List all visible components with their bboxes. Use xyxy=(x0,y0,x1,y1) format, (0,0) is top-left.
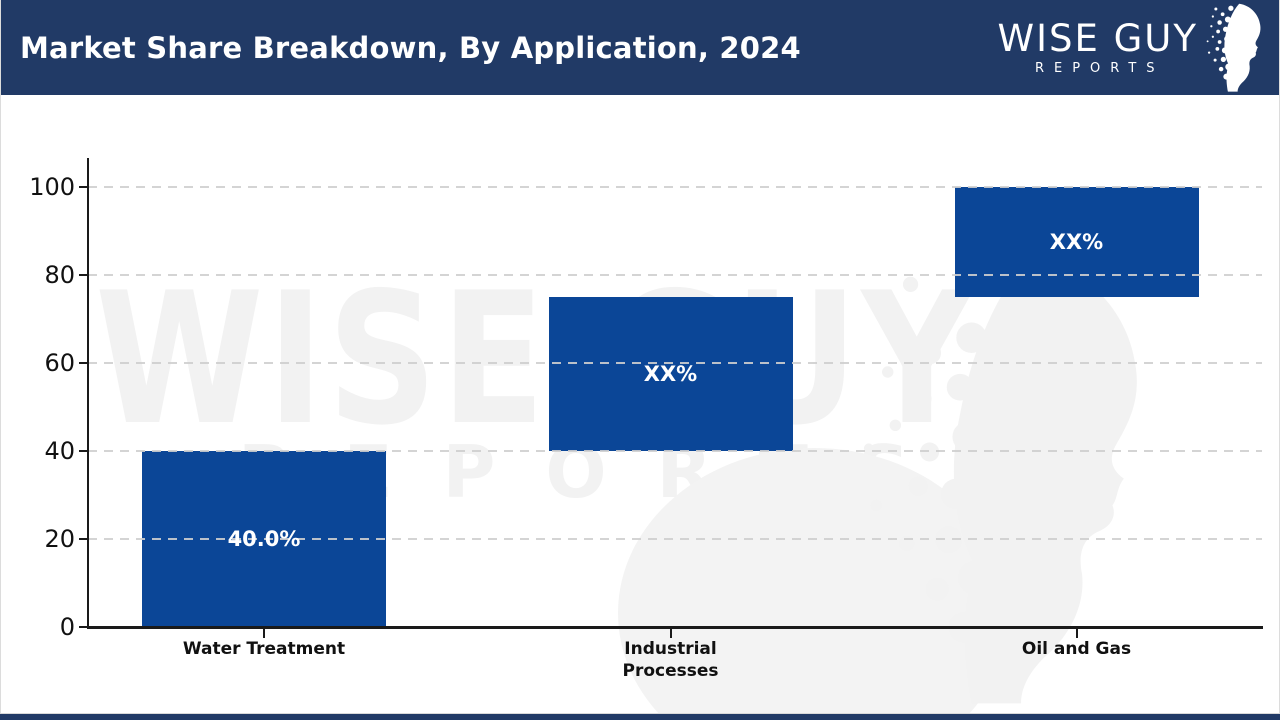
y-axis-tick-label: 40 xyxy=(44,437,75,465)
wise-guy-logo: WISE GUY REPORTS xyxy=(998,0,1268,95)
bar xyxy=(548,297,793,451)
y-axis-tick-label: 60 xyxy=(44,349,75,377)
bar-value-label: XX% xyxy=(1049,230,1104,254)
page-title: Market Share Breakdown, By Application, … xyxy=(20,30,801,65)
gridline xyxy=(88,274,1262,276)
bar xyxy=(954,187,1199,297)
x-axis-tick xyxy=(669,629,672,638)
y-axis-tick xyxy=(79,274,88,276)
x-axis-label: Water Treatment xyxy=(182,639,346,659)
dot-head-logo-icon xyxy=(1184,0,1268,96)
bar-value-label: XX% xyxy=(643,362,698,386)
y-axis-tick xyxy=(79,362,88,364)
y-axis-tick xyxy=(79,186,88,188)
x-axis-tick xyxy=(1075,629,1078,638)
x-axis-label: Industrial Processes xyxy=(622,639,719,681)
y-axis-tick xyxy=(79,626,88,628)
x-axis-spine xyxy=(87,626,1263,629)
gridline xyxy=(88,186,1262,188)
footer-divider xyxy=(0,713,1280,714)
y-axis-tick-label: 100 xyxy=(29,173,75,201)
logo-subtitle: REPORTS xyxy=(1034,60,1165,76)
logo-wordmark: WISE GUY xyxy=(997,16,1198,60)
y-axis-tick xyxy=(79,538,88,540)
y-axis-tick-label: 80 xyxy=(44,261,75,289)
gridline xyxy=(88,362,1262,364)
gridline xyxy=(88,538,1262,540)
footer-bar xyxy=(0,714,1280,720)
header-bar: Market Share Breakdown, By Application, … xyxy=(0,0,1280,95)
watermark-wordmark: WISE GUY xyxy=(95,253,976,465)
gridline xyxy=(88,450,1262,452)
logo-text: WISE GUY REPORTS xyxy=(998,20,1198,76)
bar-value-label: 40.0% xyxy=(227,527,301,551)
x-axis-tick xyxy=(263,629,265,638)
y-axis-tick xyxy=(79,450,88,452)
y-axis-spine xyxy=(87,158,89,628)
y-axis-tick-label: 0 xyxy=(59,613,75,641)
y-axis-tick-label: 20 xyxy=(44,525,75,553)
x-axis-label: Oil and Gas xyxy=(1021,639,1132,659)
